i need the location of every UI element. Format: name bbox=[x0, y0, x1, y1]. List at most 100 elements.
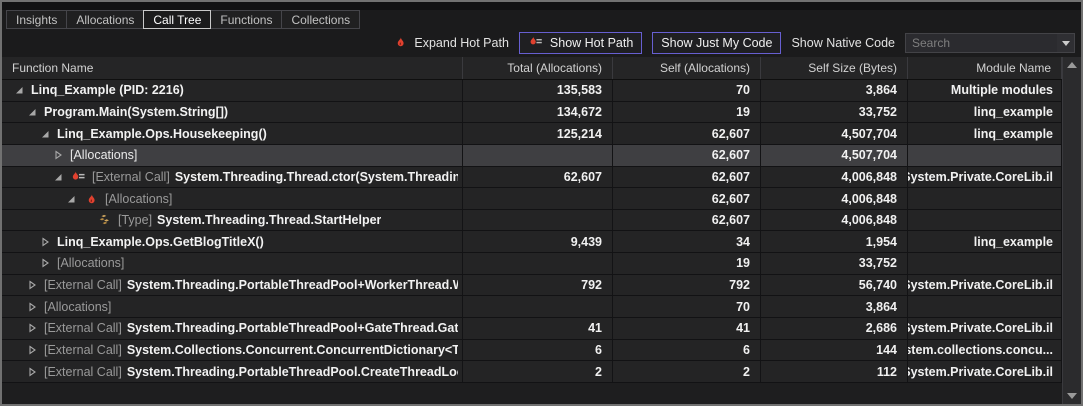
function-name-cell: [Allocations] bbox=[2, 253, 463, 274]
show-native-code-toggle[interactable]: Show Native Code bbox=[791, 36, 895, 50]
table-row[interactable]: [External Call] System.Threading.Portabl… bbox=[2, 318, 1062, 340]
total-allocations-value: 6 bbox=[463, 339, 613, 361]
module-name-value: System.Private.CoreLib.il bbox=[908, 318, 1062, 339]
column-header-self-size[interactable]: Self Size (Bytes) bbox=[761, 57, 908, 79]
total-allocations-value bbox=[463, 144, 613, 166]
self-size-value: 3,864 bbox=[761, 80, 908, 101]
tab-insights[interactable]: Insights bbox=[6, 10, 68, 29]
expander-icon[interactable] bbox=[38, 237, 52, 247]
toolbar: Expand Hot Path Show Hot Path Show Just … bbox=[2, 29, 1081, 57]
self-size-value: 33,752 bbox=[761, 101, 908, 123]
expander-icon[interactable] bbox=[64, 194, 78, 204]
total-allocations-value bbox=[463, 296, 613, 318]
self-size-value: 4,006,848 bbox=[761, 166, 908, 188]
column-header-self-allocations[interactable]: Self (Allocations) bbox=[613, 57, 761, 79]
table-row[interactable]: Linq_Example (PID: 2216) 135,583 70 3,86… bbox=[2, 80, 1062, 102]
show-hot-path-button[interactable]: Show Hot Path bbox=[518, 32, 643, 54]
table-header: Function Name Total (Allocations) Self (… bbox=[2, 57, 1062, 80]
expander-icon[interactable] bbox=[51, 150, 65, 160]
column-header-function-name[interactable]: Function Name bbox=[2, 57, 463, 79]
expander-icon[interactable] bbox=[25, 367, 39, 377]
function-name-cell: [Type] System.Threading.Thread.StartHelp… bbox=[2, 209, 463, 231]
show-just-my-code-button[interactable]: Show Just My Code bbox=[652, 32, 782, 54]
hot-path-icon bbox=[528, 35, 544, 51]
expander-icon[interactable] bbox=[38, 129, 52, 139]
self-allocations-value: 19 bbox=[613, 253, 761, 274]
module-name-value: linq_example bbox=[908, 231, 1062, 253]
module-name-value: Multiple modules bbox=[908, 80, 1062, 101]
expander-icon[interactable] bbox=[25, 107, 39, 117]
self-size-value: 4,507,704 bbox=[761, 123, 908, 144]
table-row[interactable]: [External Call] System.Threading.Portabl… bbox=[2, 361, 1062, 383]
tab-collections[interactable]: Collections bbox=[281, 10, 361, 29]
module-name-value: System.Private.CoreLib.il bbox=[908, 361, 1062, 382]
row-icon bbox=[95, 213, 113, 227]
row-prefix: [Allocations] bbox=[44, 299, 112, 314]
table-row[interactable]: [Allocations] 62,607 4,006,848 bbox=[2, 188, 1062, 210]
self-allocations-value: 62,607 bbox=[613, 188, 761, 209]
tab-functions[interactable]: Functions bbox=[210, 10, 283, 29]
row-prefix: [External Call] bbox=[44, 343, 122, 358]
tab-call-tree[interactable]: Call Tree bbox=[143, 10, 212, 29]
self-allocations-value: 70 bbox=[613, 80, 761, 101]
table-row[interactable]: Linq_Example.Ops.Housekeeping() 125,214 … bbox=[2, 123, 1062, 145]
show-native-code-label: Show Native Code bbox=[791, 36, 895, 50]
self-allocations-value: 62,607 bbox=[613, 144, 761, 166]
function-name-cell: [External Call] System.Threading.Portabl… bbox=[2, 274, 463, 296]
expander-icon[interactable] bbox=[25, 323, 39, 333]
tab-allocations[interactable]: Allocations bbox=[66, 10, 145, 29]
self-allocations-value: 19 bbox=[613, 101, 761, 123]
total-allocations-value bbox=[463, 209, 613, 231]
expand-hot-path-button[interactable]: Expand Hot Path bbox=[394, 35, 509, 52]
total-allocations-value: 135,583 bbox=[463, 80, 613, 101]
chevron-down-icon bbox=[1061, 40, 1070, 46]
function-name: System.Threading.Thread.StartHelper bbox=[157, 213, 382, 228]
module-name-value bbox=[908, 253, 1062, 274]
table-row[interactable]: [External Call] System.Threading.Thread.… bbox=[2, 166, 1062, 189]
expander-icon[interactable] bbox=[25, 302, 39, 312]
call-tree-grid: Function Name Total (Allocations) Self (… bbox=[2, 57, 1081, 404]
function-name: System.Threading.Thread.ctor(System.Thre… bbox=[174, 169, 458, 184]
expander-icon[interactable] bbox=[25, 280, 39, 290]
table-row[interactable]: Linq_Example.Ops.GetBlogTitleX() 9,439 3… bbox=[2, 231, 1062, 254]
expander-icon[interactable] bbox=[25, 345, 39, 355]
top-strip bbox=[2, 2, 1081, 10]
self-allocations-value: 62,607 bbox=[613, 123, 761, 144]
scroll-up-icon[interactable] bbox=[1067, 62, 1077, 68]
table-row[interactable]: [Allocations] 19 33,752 bbox=[2, 253, 1062, 275]
table-row[interactable]: [External Call] System.Threading.Portabl… bbox=[2, 274, 1062, 297]
expander-icon[interactable] bbox=[12, 85, 26, 95]
self-allocations-value: 6 bbox=[613, 339, 761, 361]
table-row[interactable]: [External Call] System.Collections.Concu… bbox=[2, 339, 1062, 362]
scroll-down-icon[interactable] bbox=[1067, 393, 1077, 399]
tab-bar: Insights Allocations Call Tree Functions… bbox=[2, 10, 1081, 29]
vertical-scrollbar[interactable] bbox=[1062, 57, 1081, 404]
expander-icon[interactable] bbox=[38, 258, 52, 269]
search-input[interactable] bbox=[906, 34, 1057, 52]
expander-icon[interactable] bbox=[51, 172, 65, 182]
table-row[interactable]: Program.Main(System.String[]) 134,672 19… bbox=[2, 101, 1062, 124]
row-icon bbox=[69, 170, 87, 183]
column-header-module-name[interactable]: Module Name bbox=[908, 57, 1062, 79]
table-row[interactable]: [Type] System.Threading.Thread.StartHelp… bbox=[2, 209, 1062, 232]
module-name-value: System.Private.CoreLib.il bbox=[908, 274, 1062, 296]
column-header-total-allocations[interactable]: Total (Allocations) bbox=[463, 57, 613, 79]
function-name: System.Threading.PortableThreadPool.Crea… bbox=[126, 364, 458, 379]
self-allocations-value: 34 bbox=[613, 231, 761, 253]
self-size-value: 4,507,704 bbox=[761, 144, 908, 166]
function-name-cell: Linq_Example.Ops.Housekeeping() bbox=[2, 123, 463, 144]
search-combobox bbox=[905, 33, 1075, 53]
function-name: System.Threading.PortableThreadPool+Work… bbox=[126, 278, 458, 293]
table-row[interactable]: [Allocations] 70 3,864 bbox=[2, 296, 1062, 319]
search-dropdown-button[interactable] bbox=[1057, 34, 1074, 52]
function-name-cell: [External Call] System.Collections.Concu… bbox=[2, 339, 463, 361]
function-name-cell: Linq_Example.Ops.GetBlogTitleX() bbox=[2, 231, 463, 253]
table-row[interactable]: [Allocations] 62,607 4,507,704 bbox=[2, 144, 1062, 167]
row-prefix: [External Call] bbox=[44, 364, 122, 379]
total-allocations-value bbox=[463, 188, 613, 209]
row-prefix: [Type] bbox=[118, 213, 153, 228]
row-prefix: [External Call] bbox=[44, 278, 122, 293]
row-icon bbox=[82, 192, 100, 206]
function-name: Linq_Example.Ops.GetBlogTitleX() bbox=[57, 234, 264, 249]
self-allocations-value: 2 bbox=[613, 361, 761, 382]
